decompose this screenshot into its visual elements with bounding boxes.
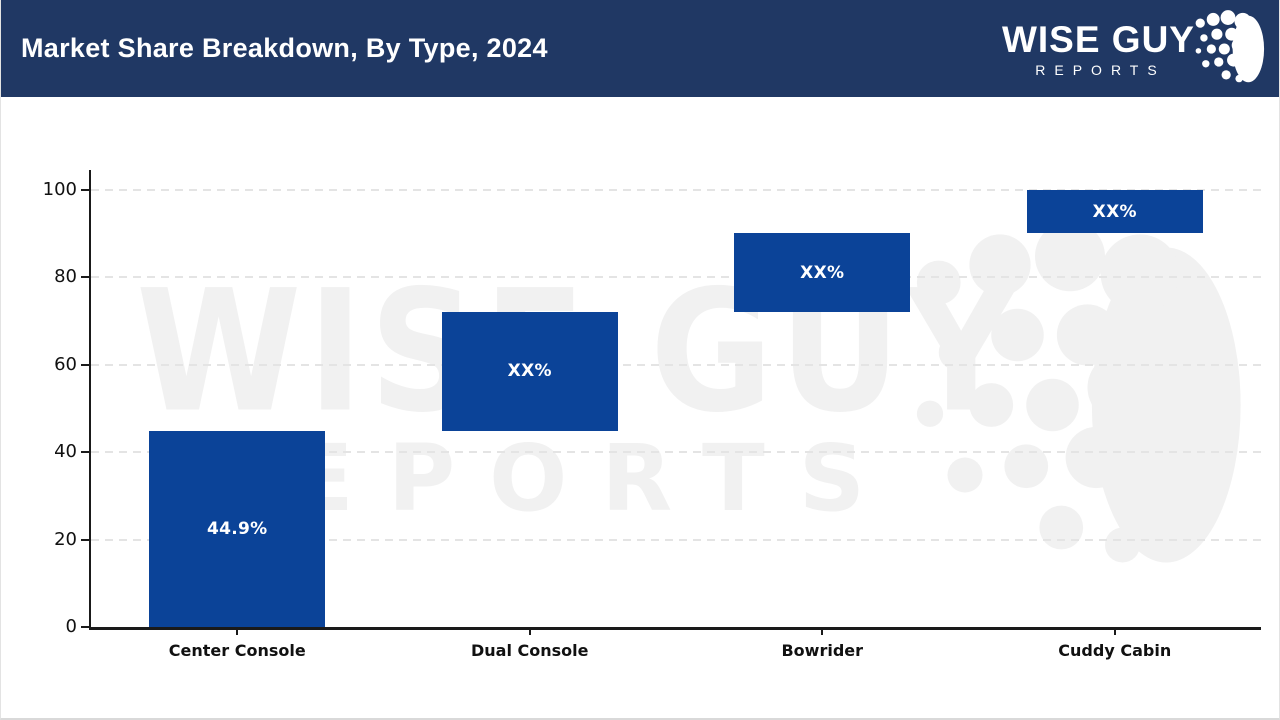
x-axis-category-label: Center Console [168, 641, 306, 660]
y-axis-tick-label: 40 [54, 441, 77, 463]
x-axis-tick [1113, 627, 1116, 635]
gridline [91, 363, 1261, 366]
page-title: Market Share Breakdown, By Type, 2024 [21, 33, 548, 63]
y-axis-tick [81, 451, 90, 454]
y-axis-tick [81, 276, 90, 279]
bar-dual-console: XX% [441, 312, 618, 431]
x-axis-tick [236, 627, 239, 635]
bar-value-label: 44.9% [207, 518, 268, 539]
y-axis-tick [81, 538, 90, 541]
bar-value-label: XX% [1092, 201, 1137, 222]
y-axis-tick [81, 626, 90, 628]
x-axis-category-label: Bowrider [781, 641, 864, 660]
y-axis-labels: 0 20 40 60 80 100 [1, 170, 77, 637]
bar-value-label: XX% [800, 262, 845, 283]
plot-area: 44.9% Center Console XX% Dual Console XX% Bow… [81, 170, 1261, 660]
gridline [91, 538, 1261, 541]
logo-text: WISE GUY REPORTS [1002, 21, 1195, 77]
gridline [91, 451, 1261, 454]
bar-cuddy-cabin: XX% [1026, 189, 1203, 234]
bar-value-label: XX% [507, 361, 552, 382]
dotted-head-icon [1195, 10, 1265, 83]
x-axis-tick [821, 627, 824, 635]
bar-bowrider: XX% [734, 233, 911, 313]
x-axis-tick [528, 627, 531, 635]
gridline [91, 188, 1261, 191]
y-axis-tick-label: 100 [42, 178, 77, 200]
gridline [91, 276, 1261, 279]
x-axis-category-label: Dual Console [471, 641, 589, 660]
x-axis-category-label: Cuddy Cabin [1058, 641, 1172, 660]
y-axis-tick-label: 0 [65, 616, 77, 637]
y-axis-tick-label: 80 [54, 266, 77, 288]
y-axis-tick-label: 60 [54, 353, 77, 375]
wise-guy-reports-logo: WISE GUY REPORTS [1002, 10, 1265, 88]
y-axis-tick-label: 20 [54, 528, 77, 550]
logo-subtitle: REPORTS [1035, 62, 1166, 78]
y-axis-tick [81, 188, 90, 191]
y-axis-tick [81, 363, 90, 366]
bar-center-console: 44.9% [149, 430, 326, 627]
header-bar: Market Share Breakdown, By Type, 2024 WI… [1, 0, 1279, 97]
logo-wordmark: WISE GUY [1001, 19, 1195, 60]
